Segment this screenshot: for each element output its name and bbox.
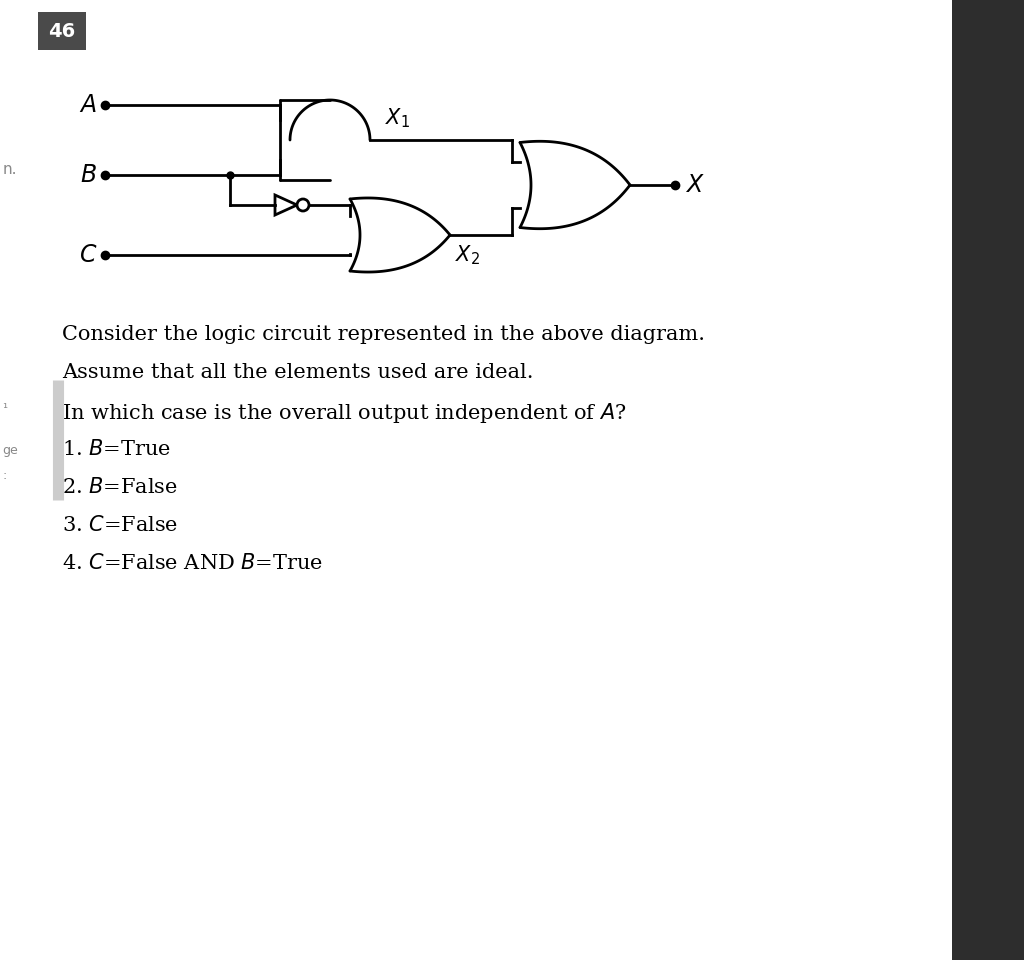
Text: Consider the logic circuit represented in the above diagram.: Consider the logic circuit represented i… [62,325,705,344]
Text: Assume that all the elements used are ideal.: Assume that all the elements used are id… [62,363,534,382]
Text: :: : [2,468,6,482]
Text: $\mathit{A}$: $\mathit{A}$ [79,93,97,117]
Text: $\mathit{B}$: $\mathit{B}$ [80,163,97,187]
Text: 46: 46 [48,21,76,40]
Text: $\mathit{X}$: $\mathit{X}$ [685,173,705,197]
Text: $X_2$: $X_2$ [455,243,480,267]
Circle shape [297,199,309,211]
Text: 3. $\mathit{C}$=False: 3. $\mathit{C}$=False [62,515,178,535]
Text: ₁: ₁ [2,398,7,412]
Text: $X_1$: $X_1$ [385,107,410,130]
FancyBboxPatch shape [38,12,86,50]
Text: In which case is the overall output independent of $\mathit{A}$?: In which case is the overall output inde… [62,401,627,425]
Text: 1. $\mathit{B}$=True: 1. $\mathit{B}$=True [62,439,171,459]
Text: n.: n. [3,162,17,178]
Text: ge: ge [2,444,17,457]
Text: $\mathit{C}$: $\mathit{C}$ [79,243,97,267]
FancyBboxPatch shape [952,0,1024,960]
Text: 4. $\mathit{C}$=False AND $\mathit{B}$=True: 4. $\mathit{C}$=False AND $\mathit{B}$=T… [62,553,323,573]
Text: 2. $\mathit{B}$=False: 2. $\mathit{B}$=False [62,477,178,497]
